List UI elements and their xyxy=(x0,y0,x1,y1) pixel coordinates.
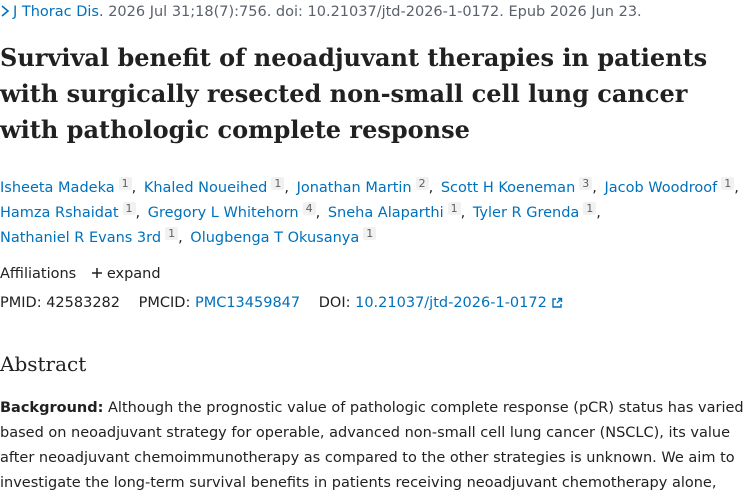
article-title: Survival benefit of neoadjuvant therapie… xyxy=(0,43,708,144)
identifiers: PMID: 42583282 PMCID: PMC13459847 DOI: 1… xyxy=(0,295,577,311)
pmcid-link[interactable]: PMC13459847 xyxy=(194,295,301,311)
expand-toggle[interactable]: expand xyxy=(91,266,161,282)
author: Jacob Woodroof 1 xyxy=(604,177,742,196)
pmcid: PMCID: PMC13459847 xyxy=(139,295,301,311)
author-name[interactable]: Scott H Koeneman xyxy=(440,180,576,196)
author-name[interactable]: Isheeta Madeka xyxy=(0,180,115,196)
author-name[interactable]: Gregory L Whitehorn xyxy=(147,205,299,221)
author: Sneha Alaparthi 1 xyxy=(327,202,468,221)
affiliation-number[interactable]: 4 xyxy=(302,202,316,215)
author-name[interactable]: Jonathan Martin xyxy=(296,180,412,196)
external-link-icon xyxy=(552,297,563,308)
citation: J Thorac Dis. 2026 Jul 31;18(7):756. doi… xyxy=(0,4,642,20)
affiliation-number[interactable]: 3 xyxy=(579,177,593,190)
abstract-background: Background: Although the prognostic valu… xyxy=(0,396,748,496)
affiliation-number[interactable]: 2 xyxy=(415,177,429,190)
affiliation-number[interactable]: 1 xyxy=(721,177,735,190)
doi: DOI: 10.21037/jtd-2026-1-0172 xyxy=(319,295,563,311)
background-text: Although the prognostic value of patholo… xyxy=(0,400,744,491)
doi-label: DOI: xyxy=(318,295,351,311)
chevron-icon xyxy=(1,5,10,17)
author: Scott H Koeneman 3 xyxy=(440,177,600,196)
author: Olugbenga T Okusanya 1 xyxy=(190,227,377,246)
affiliation-number[interactable]: 1 xyxy=(363,227,377,240)
author: Nathaniel R Evans 3rd 1 xyxy=(0,227,186,246)
pmid-label: PMID: xyxy=(0,295,42,311)
pmid-value: 42583282 xyxy=(46,295,121,311)
author: Jonathan Martin 2 xyxy=(296,177,436,196)
author: Tyler R Grenda 1 xyxy=(472,202,604,221)
author-name[interactable]: Nathaniel R Evans 3rd xyxy=(0,230,162,246)
affiliation-number[interactable]: 1 xyxy=(271,177,285,190)
author-name[interactable]: Khaled Noueihed xyxy=(143,180,268,196)
author-name[interactable]: Olugbenga T Okusanya xyxy=(190,230,360,246)
affiliation-number[interactable]: 1 xyxy=(122,202,136,215)
journal-link[interactable]: J Thorac Dis. xyxy=(13,4,104,20)
pmid: PMID: 42583282 xyxy=(0,295,120,311)
author-name[interactable]: Jacob Woodroof xyxy=(604,180,718,196)
author: Gregory L Whitehorn 4 xyxy=(147,202,323,221)
citation-details: 2026 Jul 31;18(7):756. doi: 10.21037/jtd… xyxy=(108,4,642,20)
affiliations: Affiliations expand xyxy=(0,266,161,282)
affiliation-number[interactable]: 1 xyxy=(165,227,179,240)
expand-label: expand xyxy=(106,266,161,282)
author: Khaled Noueihed 1 xyxy=(143,177,292,196)
author-name[interactable]: Hamza Rshaidat xyxy=(0,205,119,221)
doi-link[interactable]: 10.21037/jtd-2026-1-0172 xyxy=(355,295,547,311)
abstract-heading: Abstract xyxy=(0,352,87,376)
plus-icon xyxy=(91,268,102,278)
author: Isheeta Madeka 1 xyxy=(0,177,139,196)
author: Hamza Rshaidat 1 xyxy=(0,202,143,221)
pmcid-label: PMCID: xyxy=(138,295,191,311)
affiliation-number[interactable]: 1 xyxy=(118,177,132,190)
background-label: Background: xyxy=(0,400,104,416)
affiliations-label: Affiliations xyxy=(0,266,77,282)
affiliation-number[interactable]: 1 xyxy=(583,202,597,215)
affiliation-number[interactable]: 1 xyxy=(447,202,461,215)
author-name[interactable]: Sneha Alaparthi xyxy=(327,205,444,221)
author-name[interactable]: Tyler R Grenda xyxy=(472,205,580,221)
